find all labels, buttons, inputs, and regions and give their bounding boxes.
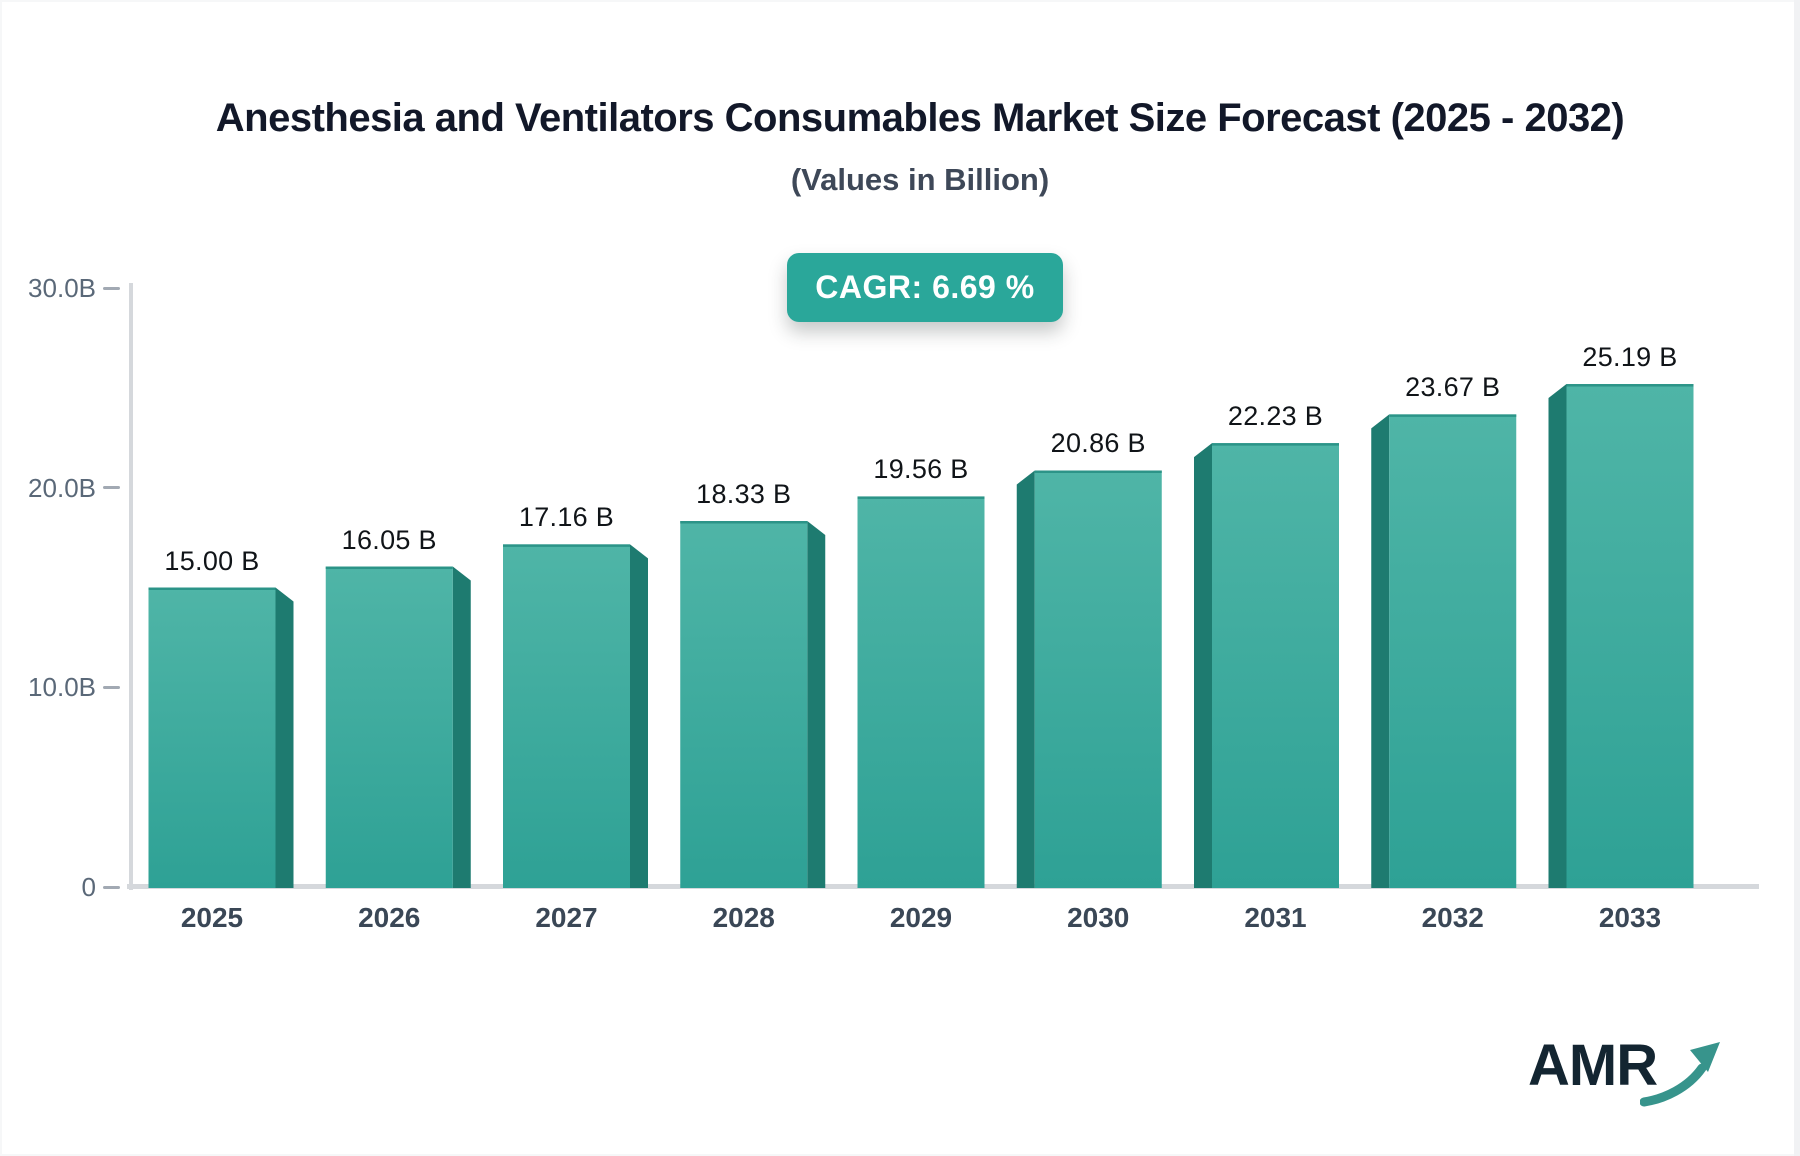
bar-value-label-2030: 20.86 B [1050, 428, 1146, 459]
brand-logo: AMR [1528, 1032, 1728, 1112]
bar-top-edge [1389, 414, 1517, 417]
bar-face [148, 587, 276, 888]
bar-side-face [1016, 470, 1035, 888]
x-axis-label-2030: 2030 [1067, 902, 1130, 933]
x-axis-label-2031: 2031 [1244, 902, 1307, 933]
x-axis-label-2027: 2027 [535, 902, 598, 933]
bar-face [857, 496, 985, 888]
bar-value-label-2029: 19.56 B [873, 454, 969, 485]
page-right-edge [1794, 0, 1800, 1156]
bar-face [1212, 443, 1339, 888]
bar-value-label-2032: 23.67 B [1405, 372, 1501, 403]
bar-top-edge [1566, 384, 1694, 387]
bar-2027 [503, 544, 648, 888]
bar-top-edge [680, 521, 808, 524]
bar-top-edge [857, 496, 985, 499]
bar-top-edge [503, 544, 630, 547]
bar-side-face [275, 587, 294, 888]
bar-2025 [148, 587, 294, 888]
bar-side-face [1194, 443, 1212, 888]
x-axis-label-2028: 2028 [712, 902, 775, 933]
bar-face [1389, 414, 1517, 888]
bar-face [325, 566, 453, 888]
bar-2029 [857, 496, 985, 888]
y-tick-dash-20.0B [103, 486, 120, 490]
bar-side-face [807, 521, 826, 888]
chart-subtitle: (Values in Billion) [790, 162, 1050, 197]
bar-2028 [680, 521, 826, 888]
bar-side-face [630, 544, 648, 888]
bar-value-label-2033: 25.19 B [1582, 342, 1678, 373]
cagr-badge: CAGR: 6.69 % [787, 253, 1063, 322]
y-tick-dash-10.0B [103, 685, 120, 689]
bar-2033 [1548, 384, 1694, 888]
y-axis-label-20.0B: 20.0B [28, 472, 96, 503]
y-axis-line [129, 283, 133, 890]
y-axis-label-10.0B: 10.0B [28, 672, 96, 703]
bar-value-label-2026: 16.05 B [341, 524, 437, 555]
bar-top-edge [148, 587, 276, 590]
bar-2030 [1016, 470, 1162, 888]
bar-face [1566, 384, 1694, 888]
bar-2026 [325, 566, 471, 888]
bar-top-edge [1034, 470, 1162, 473]
bar-2031 [1194, 443, 1339, 888]
x-axis-label-2033: 2033 [1598, 902, 1662, 933]
y-axis-label-0: 0 [81, 872, 96, 902]
y-axis-label-30.0B: 30.0B [28, 273, 96, 303]
bar-value-label-2027: 17.16 B [518, 502, 615, 533]
bar-value-label-2031: 22.23 B [1227, 401, 1324, 432]
bar-face [1034, 470, 1162, 888]
brand-logo-text: AMR [1528, 1033, 1658, 1098]
bar-top-edge [1212, 443, 1339, 446]
x-axis-label-2025: 2025 [180, 902, 244, 933]
x-axis-label-2026: 2026 [358, 902, 421, 933]
bar-side-face [1371, 414, 1390, 888]
growth-arrow-icon [1640, 1042, 1720, 1107]
bar-2032 [1371, 414, 1517, 888]
y-tick-dash-0 [103, 885, 120, 889]
x-axis-label-2029: 2029 [889, 902, 953, 933]
bar-face [680, 521, 808, 888]
bar-top-edge [325, 566, 453, 570]
y-tick-dash-30.0B [103, 286, 120, 290]
bar-face [503, 544, 630, 888]
x-axis-label-2032: 2032 [1421, 902, 1484, 933]
bar-side-face [1548, 384, 1567, 888]
bar-side-face [452, 566, 471, 888]
bar-value-label-2025: 15.00 B [164, 545, 260, 576]
bar-value-label-2028: 18.33 B [696, 479, 792, 509]
chart-title: Anesthesia and Ventilators Consumables M… [215, 96, 1625, 140]
